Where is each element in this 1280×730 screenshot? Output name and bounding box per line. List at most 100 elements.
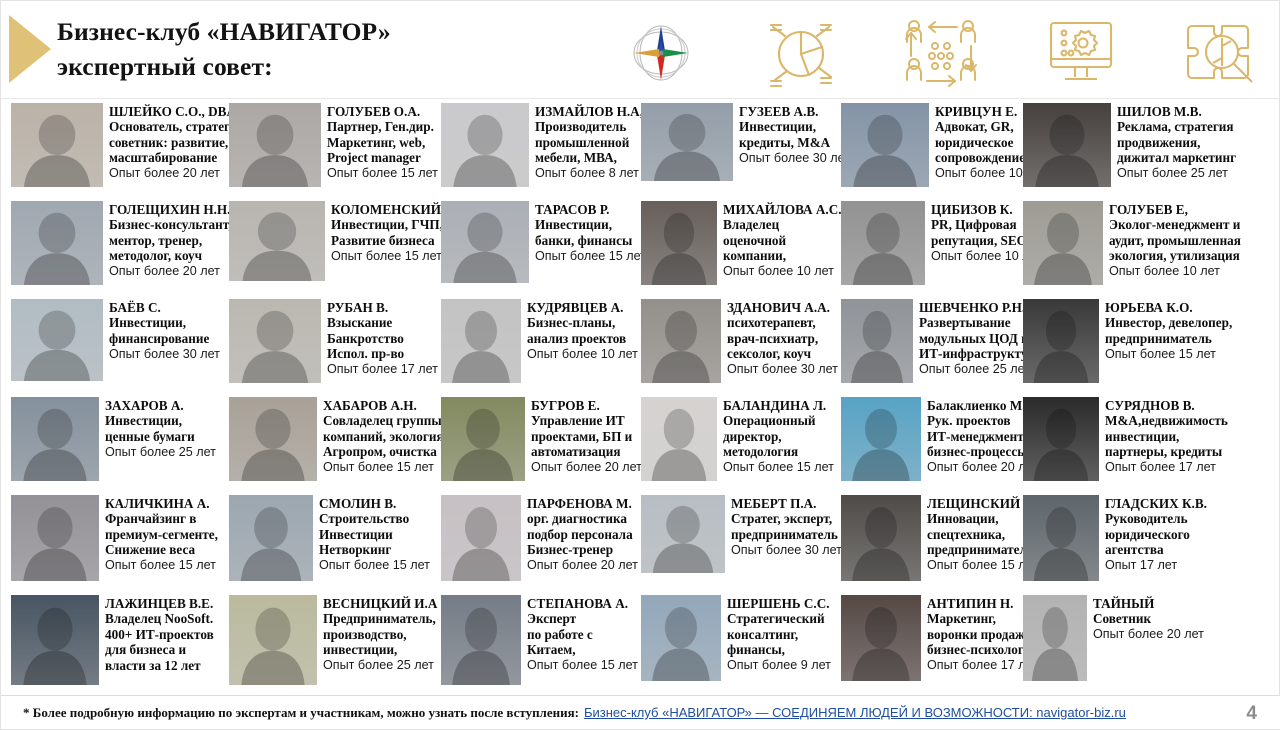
expert-specialty-line: партнеры, кредиты: [1105, 444, 1223, 460]
expert-photo: [641, 495, 725, 573]
expert-card[interactable]: ТАЙНЫЙ Советник Опыт более 20 лет: [1023, 595, 1204, 681]
expert-specialty-line: аудит, промышленная: [1109, 232, 1241, 248]
expert-specialty-line: Бизнес-консультант,: [109, 217, 232, 233]
expert-card[interactable]: ШИЛОВ М.В. Реклама, стратегия продвижения,…: [1023, 103, 1236, 187]
expert-experience: Опыт более 10 лет: [527, 346, 638, 361]
expert-photo: [11, 397, 99, 481]
expert-photo: [441, 299, 521, 383]
expert-photo: [11, 201, 103, 285]
expert-experience: Опыт более 20 лет: [109, 166, 220, 180]
expert-info: КУДРЯВЦЕВ А. Бизнес-планы, анализ проектов…: [521, 299, 638, 361]
expert-specialty-line: методология: [723, 444, 799, 460]
expert-specialty-line: директор,: [723, 428, 782, 444]
expert-specialty-line: промышленной: [535, 134, 630, 150]
expert-specialty-line: Развитие бизнеса: [331, 232, 435, 248]
expert-experience: Опыт более 30 лет: [109, 346, 220, 361]
expert-photo: [229, 397, 317, 481]
expert-card[interactable]: ШЛЕЙКО С.О., DBA Основатель, стратег, сове…: [11, 103, 236, 187]
expert-specialty-line: компаний, экология: [323, 428, 444, 444]
expert-card[interactable]: ЮРЬЕВА К.О. Инвестор, девелопер, предприни…: [1023, 299, 1232, 383]
expert-card[interactable]: КОЛОМЕНСКИЙ С. Инвестиции, ГЧП, Развитие б…: [229, 201, 457, 281]
expert-info: ГОЛУБЕВ О.А. Партнер, Ген.дир. Маркетинг, …: [321, 103, 438, 181]
expert-card[interactable]: ЗДАНОВИЧ А.А. психотерапевт, врач-психиатр…: [641, 299, 838, 383]
expert-card[interactable]: СМОЛИН В. Строительство Инвестиции Нетворки…: [229, 495, 430, 581]
expert-card[interactable]: КРИВЦУН Е. Адвокат, GR, юридическое сопрово…: [841, 103, 1046, 187]
expert-name: ШЕРШЕНЬ С.С.: [727, 596, 830, 611]
page-number: 4: [1246, 703, 1257, 724]
expert-photo: [1023, 495, 1099, 581]
expert-card[interactable]: МЕБЕРТ П.А. Стратег, эксперт, предпринимат…: [641, 495, 842, 573]
expert-card[interactable]: ТАРАСОВ Р. Инвестиции, банки, финансы Опыт …: [441, 201, 646, 283]
expert-photo: [641, 103, 733, 181]
expert-specialty-line: Производитель: [535, 119, 627, 135]
expert-experience: Опыт более 30 лет: [731, 542, 842, 557]
expert-name: РУБАН В.: [327, 300, 389, 315]
expert-card[interactable]: ШЕРШЕНЬ С.С. Стратегический консалтинг, фин…: [641, 595, 831, 681]
expert-card[interactable]: ГУЗЕЕВ А.В. Инвестиции, кредиты, M&A Опыт б…: [641, 103, 850, 181]
expert-info: ЦИБИЗОВ К. PR, Цифровая репутация, SEO Опыт…: [925, 201, 1042, 263]
expert-photo: [441, 595, 521, 685]
expert-name: ГОЛУБЕВ О.А.: [327, 104, 421, 119]
expert-photo: [11, 495, 99, 581]
expert-specialty-line: Операционный: [723, 413, 816, 429]
expert-card[interactable]: КУДРЯВЦЕВ А. Бизнес-планы, анализ проектов…: [441, 299, 638, 383]
expert-card[interactable]: ЛЕЩИНСКИЙ П. Инновации, спецтехника, предпр…: [841, 495, 1038, 581]
expert-specialty-line: инвестиции,: [1105, 428, 1180, 444]
expert-specialty-line: компании,: [723, 248, 787, 264]
expert-card[interactable]: БУГРОВ Е. Управление ИТ проектами, БП и авт…: [441, 397, 642, 481]
expert-name: СТЕПАНОВА А.: [527, 596, 629, 611]
expert-name: ГЛАДСКИХ К.В.: [1105, 496, 1207, 511]
expert-card[interactable]: ЦИБИЗОВ К. PR, Цифровая репутация, SEO Опыт…: [841, 201, 1042, 285]
expert-card[interactable]: ШЕВЧЕНКО Р.Н. Развертывание модульных ЦОД …: [841, 299, 1045, 383]
expert-photo: [229, 299, 321, 383]
expert-specialty-line: Развертывание: [919, 315, 1011, 331]
expert-photo: [1023, 201, 1103, 285]
expert-card[interactable]: ГОЛЕЩИХИН Н.Н. Бизнес-консультант, ментор,…: [11, 201, 232, 285]
expert-specialty-line: Рук. проектов: [927, 413, 1011, 429]
expert-card[interactable]: ГЛАДСКИХ К.В. Руководитель юридического аге…: [1023, 495, 1207, 581]
expert-specialty-line: Project manager: [327, 150, 421, 166]
experts-row: БАЁВ С. Инвестиции, финансирование Опыт бол…: [11, 299, 1273, 397]
expert-specialty-line: продвижения,: [1117, 134, 1201, 150]
expert-card[interactable]: ЛАЖИНЦЕВ В.Е. Владелец NooSoft. 400+ ИТ-пр…: [11, 595, 214, 685]
experts-row: ЛАЖИНЦЕВ В.Е. Владелец NooSoft. 400+ ИТ-пр…: [11, 595, 1273, 695]
expert-specialty-line: Инвестиции, ГЧП,: [331, 217, 443, 233]
expert-specialty-line: автоматизация: [531, 444, 621, 460]
expert-experience: Опыт более 17 лет: [327, 362, 438, 376]
expert-card[interactable]: МИХАЙЛОВА А.С. Владелец оценочной компании,…: [641, 201, 842, 285]
expert-name: СУРЯДНОВ В.: [1105, 398, 1195, 413]
navigator-site-link[interactable]: Бизнес-клуб «НАВИГАТОР» — СОЕДИНЯЕМ ЛЮДЕ…: [583, 705, 1126, 720]
expert-card[interactable]: СТЕПАНОВА А. Эксперт по работе с Китаем, Опы…: [441, 595, 638, 685]
expert-specialty-line: сопровождение: [935, 150, 1026, 166]
expert-name: ЛЕЩИНСКИЙ П.: [927, 496, 1038, 511]
footer-note: * Более подробную информацию по эксперта…: [23, 704, 579, 720]
expert-card[interactable]: СУРЯДНОВ В. M&A,недвижимость инвестиции, па…: [1023, 397, 1228, 481]
expert-specialty-line: Нетворкинг: [319, 542, 392, 558]
expert-specialty-line: ценные бумаги: [105, 428, 195, 444]
expert-photo: [229, 595, 317, 685]
expert-card[interactable]: ИЗМАЙЛОВ Н.А, Производитель промышленной ме…: [441, 103, 643, 187]
expert-card[interactable]: ХАБАРОВ А.Н. Совладелец группы компаний, э…: [229, 397, 444, 481]
expert-name: СМОЛИН В.: [319, 496, 397, 511]
expert-card[interactable]: ГОЛУБЕВ Е, Эколог-менеджмент и аудит, пром…: [1023, 201, 1241, 285]
expert-card[interactable]: АНТИПИН Н. Маркетинг, воронки продаж, бизне…: [841, 595, 1038, 681]
expert-experience: Опыт более 10 лет: [931, 248, 1042, 263]
expert-card[interactable]: ПАРФЕНОВА М. орг. диагностика подбор персо…: [441, 495, 638, 581]
expert-card[interactable]: ВЕСНИЦКИЙ И.А Предприниматель, производств…: [229, 595, 437, 685]
expert-info: ЛЕЩИНСКИЙ П. Инновации, спецтехника, предпр…: [921, 495, 1038, 573]
expert-card[interactable]: РУБАН В. Взыскание Банкротство Испол. пр-во…: [229, 299, 438, 383]
expert-experience: Опыт более 15 лет: [323, 460, 434, 474]
expert-card[interactable]: БАЁВ С. Инвестиции, финансирование Опыт бол…: [11, 299, 220, 381]
expert-card[interactable]: ЗАХАРОВ А. Инвестиции, ценные бумаги Опыт б…: [11, 397, 216, 481]
expert-card[interactable]: КАЛИЧКИНА А. Франчайзинг в премиум-сегмент…: [11, 495, 218, 581]
expert-experience: Опыт более 15 лет: [535, 248, 646, 263]
expert-card[interactable]: Балаклиенко М. Рук. проектов ИТ-менеджмент…: [841, 397, 1038, 481]
expert-card[interactable]: БАЛАНДИНА Л. Операционный директор, методол…: [641, 397, 834, 481]
expert-info: ГУЗЕЕВ А.В. Инвестиции, кредиты, M&A Опыт б…: [733, 103, 850, 165]
expert-specialty-line: Бизнес-планы,: [527, 315, 616, 331]
expert-specialty-line: финансы,: [727, 642, 785, 658]
expert-specialty-line: юридическое: [935, 134, 1014, 150]
expert-photo: [441, 103, 529, 187]
expert-specialty-line: по работе с: [527, 626, 593, 642]
expert-card[interactable]: ГОЛУБЕВ О.А. Партнер, Ген.дир. Маркетинг, …: [229, 103, 438, 187]
